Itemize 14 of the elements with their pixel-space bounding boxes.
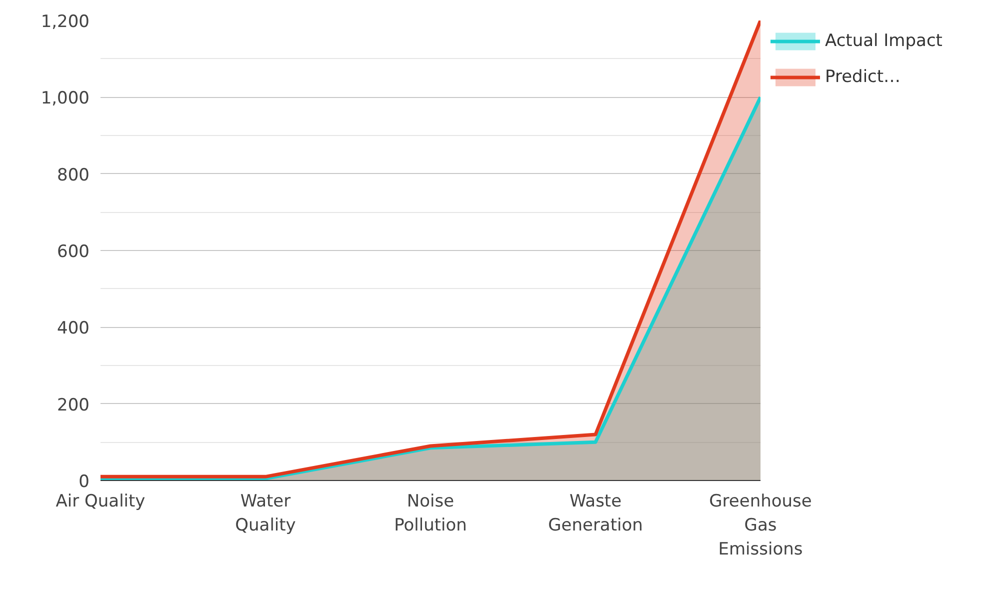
y-tick-label: 600 <box>57 242 90 262</box>
x-tick-label: Noise Pollution <box>394 492 467 536</box>
y-tick-label: 200 <box>57 395 90 416</box>
y-tick-label: 1,200 <box>40 12 90 32</box>
x-tick-label: Waste Generation <box>548 492 643 536</box>
x-tick-label: Air Quality <box>56 492 146 512</box>
legend-label: Actual Impact <box>825 31 942 51</box>
y-tick-label: 400 <box>57 318 90 339</box>
x-tick-label: Greenhouse Gas Emissions <box>709 492 812 560</box>
x-tick-label: Water Quality <box>235 492 296 536</box>
y-tick-label: 0 <box>78 472 90 492</box>
legend-label: Predict… <box>825 67 901 87</box>
y-tick-label: 1,000 <box>40 88 90 109</box>
y-tick-label: 800 <box>57 165 90 186</box>
